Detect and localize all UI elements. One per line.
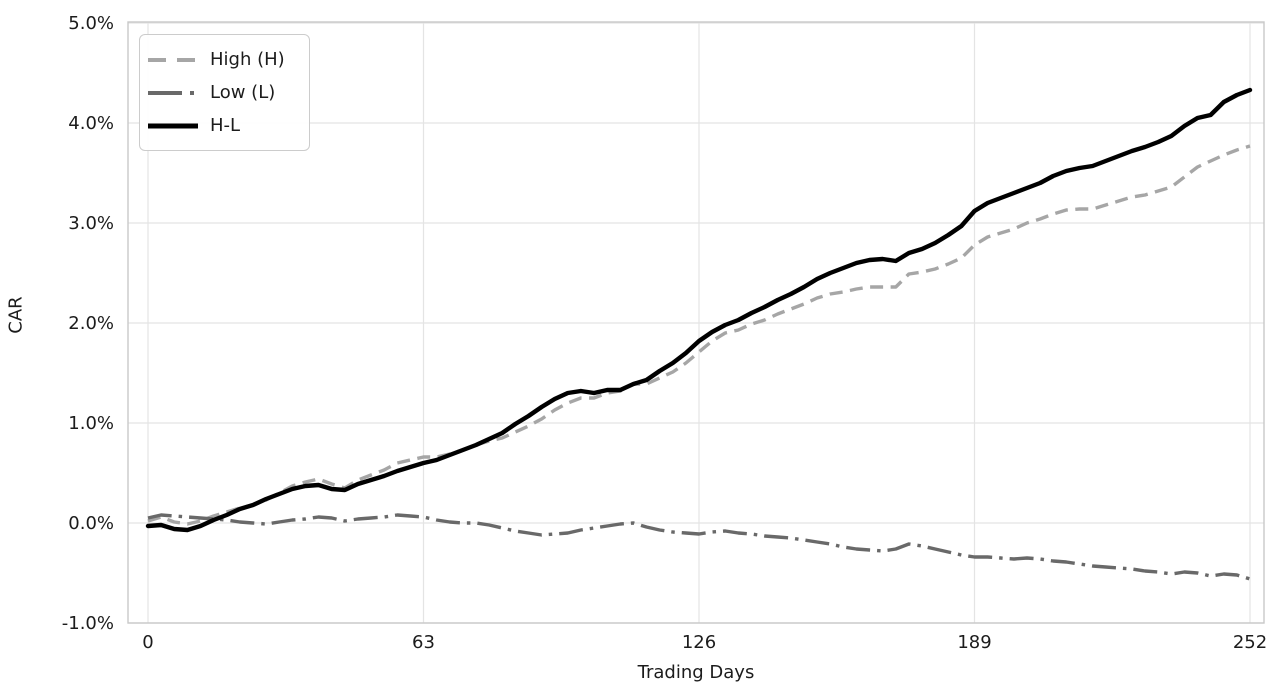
legend-line-sample-low bbox=[148, 90, 198, 95]
legend-line-sample-hl bbox=[148, 123, 198, 128]
legend-label-hl: H-L bbox=[210, 114, 241, 136]
legend-label-low: Low (L) bbox=[210, 81, 276, 103]
y-tick-label: 1.0% bbox=[68, 413, 114, 434]
legend-item-high: High (H) bbox=[148, 43, 299, 76]
x-tick-label: 252 bbox=[1233, 632, 1267, 653]
y-tick-label: -1.0% bbox=[62, 613, 114, 634]
x-axis-label: Trading Days bbox=[637, 662, 755, 683]
series-line-high bbox=[147, 144, 1251, 526]
y-axis-label: CAR bbox=[5, 296, 27, 334]
series-line-hl bbox=[145, 87, 1253, 533]
y-tick-label: 5.0% bbox=[68, 13, 114, 34]
y-tick-labels: -1.0% 0.0% 1.0% 2.0% 3.0% 4.0% 5.0% bbox=[62, 13, 114, 634]
legend-item-hl: H-L bbox=[148, 109, 299, 142]
plot-frame bbox=[127, 21, 1265, 624]
legend-rows: High (H) Low (L) H-L bbox=[148, 43, 299, 142]
legend-line-sample-high bbox=[148, 57, 198, 62]
y-tick-label: 0.0% bbox=[68, 513, 114, 534]
axes-frame bbox=[127, 21, 1265, 624]
y-tick-label: 4.0% bbox=[68, 113, 114, 134]
legend-label-high: High (H) bbox=[210, 48, 285, 70]
x-tick-label: 63 bbox=[412, 632, 435, 653]
y-tick-label: 3.0% bbox=[68, 213, 114, 234]
x-tick-label: 126 bbox=[682, 632, 716, 653]
x-tick-labels: 0 63 126 189 252 bbox=[142, 632, 1267, 653]
chart-legend: High (H) Low (L) H-L bbox=[139, 34, 310, 151]
y-tick-label: 2.0% bbox=[68, 313, 114, 334]
x-tick-label: 0 bbox=[142, 632, 153, 653]
series-line-low bbox=[147, 513, 1251, 581]
series-lines bbox=[145, 87, 1253, 581]
legend-item-low: Low (L) bbox=[148, 76, 299, 109]
x-tick-label: 189 bbox=[957, 632, 991, 653]
